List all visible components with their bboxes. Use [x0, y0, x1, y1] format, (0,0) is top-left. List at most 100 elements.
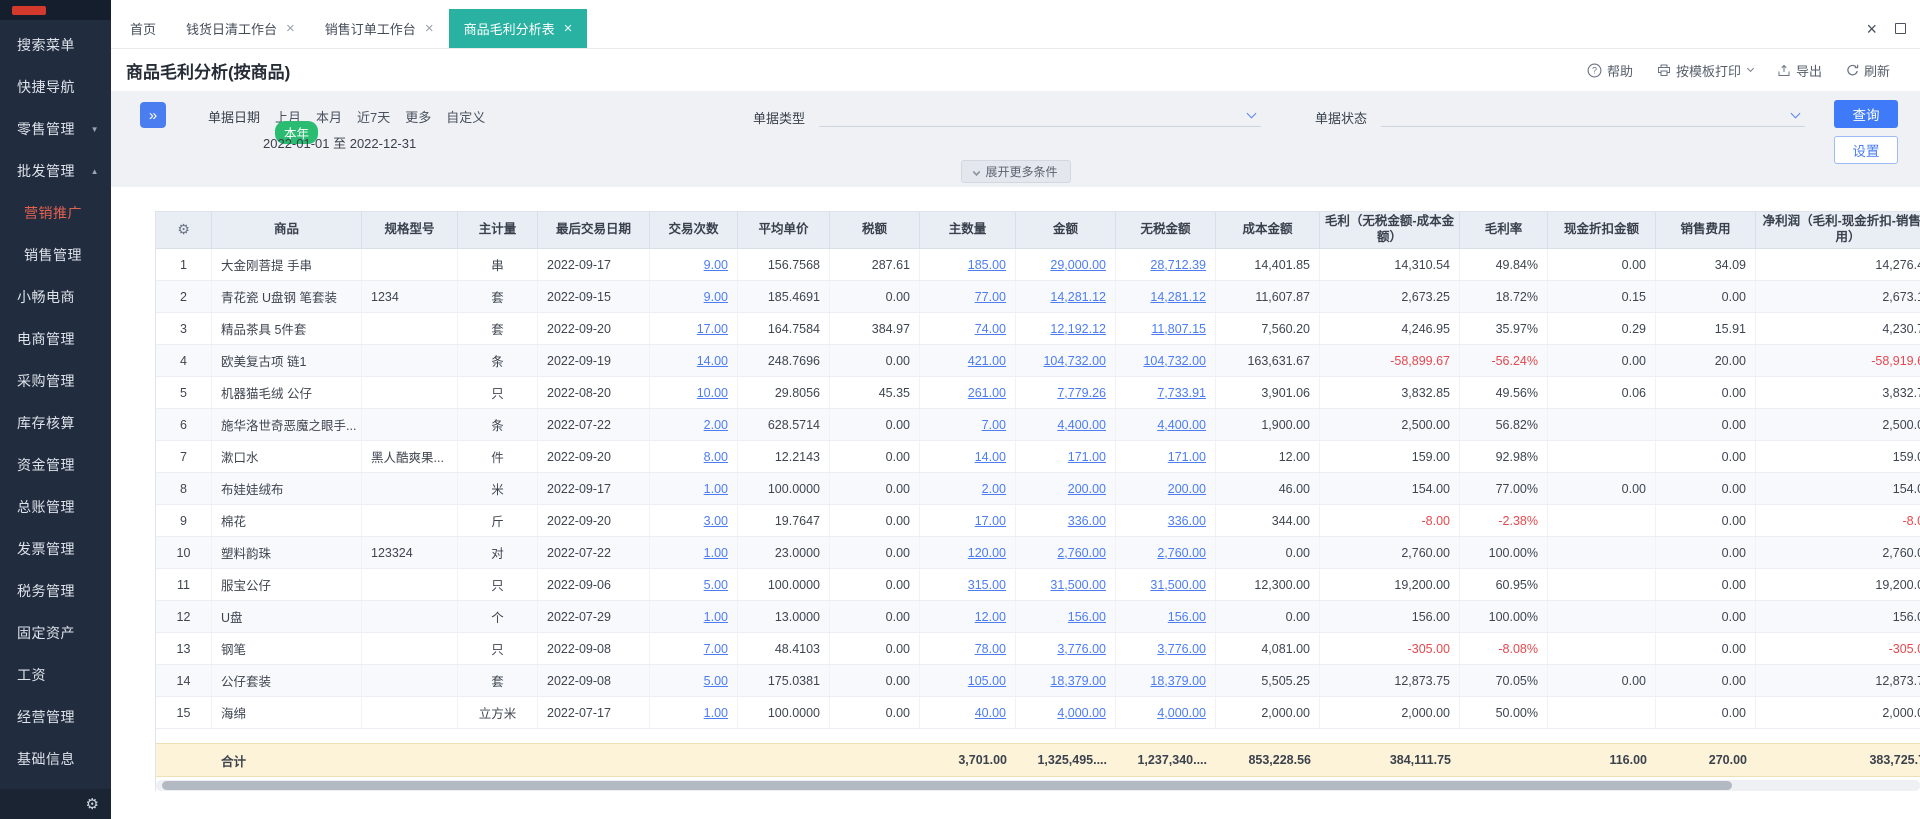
column-header-avg_price[interactable]: 平均单价 — [738, 212, 830, 248]
cell-notax_amount[interactable]: 4,000.00 — [1116, 697, 1216, 728]
column-header-tax[interactable]: 税额 — [830, 212, 920, 248]
table-row[interactable]: 9 棉花斤 2022-09-20 3.00 19.7647 0.00 17.00 336.00… — [156, 505, 1920, 537]
collapse-filter-button[interactable]: » — [140, 102, 166, 128]
sidebar-item-16[interactable]: 经营管理 — [0, 696, 111, 738]
sidebar-item-14[interactable]: 固定资产 — [0, 612, 111, 654]
print-by-template-button[interactable]: 按模板打印 — [1657, 61, 1755, 80]
cell-trans_count[interactable]: 9.00 — [650, 281, 738, 312]
cell-qty[interactable]: 261.00 — [920, 377, 1016, 408]
sidebar-item-17[interactable]: 基础信息 — [0, 738, 111, 780]
cell-amount[interactable]: 104,732.00 — [1016, 345, 1116, 376]
sidebar-item-12[interactable]: 发票管理 — [0, 528, 111, 570]
cell-qty[interactable]: 185.00 — [920, 249, 1016, 280]
cell-amount[interactable]: 31,500.00 — [1016, 569, 1116, 600]
column-header-amount[interactable]: 金额 — [1016, 212, 1116, 248]
date-option-5[interactable]: 自定义 — [446, 110, 486, 125]
cell-trans_count[interactable]: 10.00 — [650, 377, 738, 408]
column-header-cost[interactable]: 成本金额 — [1216, 212, 1320, 248]
cell-trans_count[interactable]: 1.00 — [650, 537, 738, 568]
cell-amount[interactable]: 4,000.00 — [1016, 697, 1116, 728]
close-tab-icon[interactable]: × — [424, 20, 434, 37]
cell-trans_count[interactable]: 14.00 — [650, 345, 738, 376]
cell-trans_count[interactable]: 8.00 — [650, 441, 738, 472]
cell-amount[interactable]: 4,400.00 — [1016, 409, 1116, 440]
date-option-4[interactable]: 更多 — [405, 110, 432, 125]
cell-trans_count[interactable]: 3.00 — [650, 505, 738, 536]
cell-qty[interactable]: 12.00 — [920, 601, 1016, 632]
cell-notax_amount[interactable]: 3,776.00 — [1116, 633, 1216, 664]
cell-amount[interactable]: 336.00 — [1016, 505, 1116, 536]
column-header-gross_profit[interactable]: 毛利（无税金额-成本金额） — [1320, 212, 1460, 248]
tab-3[interactable]: 商品毛利分析表 × — [448, 9, 588, 48]
sidebar-item-2[interactable]: 零售管理 ▼ — [0, 108, 111, 150]
sidebar-item-9[interactable]: 库存核算 — [0, 402, 111, 444]
column-header-net_profit[interactable]: 净利润（毛利-现金折扣-销售费用） — [1756, 212, 1920, 248]
sidebar-item-8[interactable]: 采购管理 — [0, 360, 111, 402]
tab-2[interactable]: 销售订单工作台 × — [310, 9, 449, 48]
cell-notax_amount[interactable]: 7,733.91 — [1116, 377, 1216, 408]
table-row[interactable]: 13 钢笔只 2022-09-08 7.00 48.4103 0.00 78.00 3,776… — [156, 633, 1920, 665]
cell-amount[interactable]: 14,281.12 — [1016, 281, 1116, 312]
cell-qty[interactable]: 105.00 — [920, 665, 1016, 696]
table-row[interactable]: 15 海绵 立方米 2022-07-17 1.00 100.0000 0.00 40.00 4,… — [156, 697, 1920, 729]
cell-notax_amount[interactable]: 171.00 — [1116, 441, 1216, 472]
cell-notax_amount[interactable]: 4,400.00 — [1116, 409, 1216, 440]
column-header-qty[interactable]: 主数量 — [920, 212, 1016, 248]
cell-amount[interactable]: 200.00 — [1016, 473, 1116, 504]
sidebar-item-4[interactable]: 营销推广 — [0, 192, 111, 234]
scrollbar-thumb[interactable] — [162, 781, 1732, 790]
cell-qty[interactable]: 78.00 — [920, 633, 1016, 664]
cell-amount[interactable]: 171.00 — [1016, 441, 1116, 472]
cell-notax_amount[interactable]: 104,732.00 — [1116, 345, 1216, 376]
cell-notax_amount[interactable]: 336.00 — [1116, 505, 1216, 536]
settings-gear-icon[interactable]: ⚙ — [85, 796, 99, 813]
close-tab-icon[interactable]: × — [286, 20, 295, 37]
export-button[interactable]: 导出 — [1777, 61, 1822, 80]
column-header-unit[interactable]: 主计量 — [458, 212, 538, 248]
cell-amount[interactable]: 2,760.00 — [1016, 537, 1116, 568]
cell-amount[interactable]: 156.00 — [1016, 601, 1116, 632]
sidebar-item-13[interactable]: 税务管理 — [0, 570, 111, 612]
table-row[interactable]: 12 U盘个 2022-07-29 1.00 13.0000 0.00 12.00 156.0… — [156, 601, 1920, 633]
column-header-cash_discount[interactable]: 现金折扣金额 — [1548, 212, 1656, 248]
cell-notax_amount[interactable]: 156.00 — [1116, 601, 1216, 632]
cell-amount[interactable]: 7,779.26 — [1016, 377, 1116, 408]
sidebar-item-3[interactable]: 批发管理 ▲ — [0, 150, 111, 192]
cell-qty[interactable]: 74.00 — [920, 313, 1016, 344]
close-tab-icon[interactable]: × — [563, 20, 573, 37]
table-row[interactable]: 2 青花瓷 U盘钢 笔套装 1234 套 2022-09-15 9.00 185.4691 0… — [156, 281, 1920, 313]
settings-button[interactable]: 设置 — [1834, 136, 1898, 164]
tab-1[interactable]: 钱货日清工作台 × — [171, 9, 310, 48]
sidebar-item-5[interactable]: 销售管理 — [0, 234, 111, 276]
doc-type-select[interactable]: 单据类型 — [753, 105, 1261, 127]
date-option-2[interactable]: 本年 — [275, 121, 319, 144]
cell-notax_amount[interactable]: 31,500.00 — [1116, 569, 1216, 600]
cell-qty[interactable]: 120.00 — [920, 537, 1016, 568]
cell-qty[interactable]: 17.00 — [920, 505, 1016, 536]
table-row[interactable]: 6 施华洛世奇恶魔之眼手... 条 2022-07-22 2.00 628.5714 0.0… — [156, 409, 1920, 441]
sidebar-item-15[interactable]: 工资 — [0, 654, 111, 696]
cell-amount[interactable]: 18,379.00 — [1016, 665, 1116, 696]
cell-qty[interactable]: 14.00 — [920, 441, 1016, 472]
cell-qty[interactable]: 77.00 — [920, 281, 1016, 312]
cell-trans_count[interactable]: 7.00 — [650, 633, 738, 664]
cell-trans_count[interactable]: 5.00 — [650, 665, 738, 696]
cell-trans_count[interactable]: 9.00 — [650, 249, 738, 280]
cell-notax_amount[interactable]: 28,712.39 — [1116, 249, 1216, 280]
table-row[interactable]: 10 塑料韵珠 123324 对 2022-07-22 1.00 23.0000 0.00 12… — [156, 537, 1920, 569]
cell-trans_count[interactable]: 5.00 — [650, 569, 738, 600]
cell-trans_count[interactable]: 1.00 — [650, 473, 738, 504]
cell-amount[interactable]: 3,776.00 — [1016, 633, 1116, 664]
query-button[interactable]: 查询 — [1834, 100, 1898, 128]
close-tabs-icon[interactable]: × — [1866, 18, 1877, 39]
sidebar-item-6[interactable]: 小畅电商 — [0, 276, 111, 318]
table-row[interactable]: 3 精品茶具 5件套套 2022-09-20 17.00 164.7584 384.97 7… — [156, 313, 1920, 345]
column-header-sales_expense[interactable]: 销售费用 — [1656, 212, 1756, 248]
cell-qty[interactable]: 315.00 — [920, 569, 1016, 600]
cell-notax_amount[interactable]: 11,807.15 — [1116, 313, 1216, 344]
doc-type-input[interactable] — [819, 105, 1261, 127]
column-header-spec[interactable]: 规格型号 — [362, 212, 458, 248]
chevron-down-icon[interactable] — [1746, 64, 1755, 73]
chevron-down-icon[interactable] — [1246, 108, 1257, 119]
cell-notax_amount[interactable]: 200.00 — [1116, 473, 1216, 504]
